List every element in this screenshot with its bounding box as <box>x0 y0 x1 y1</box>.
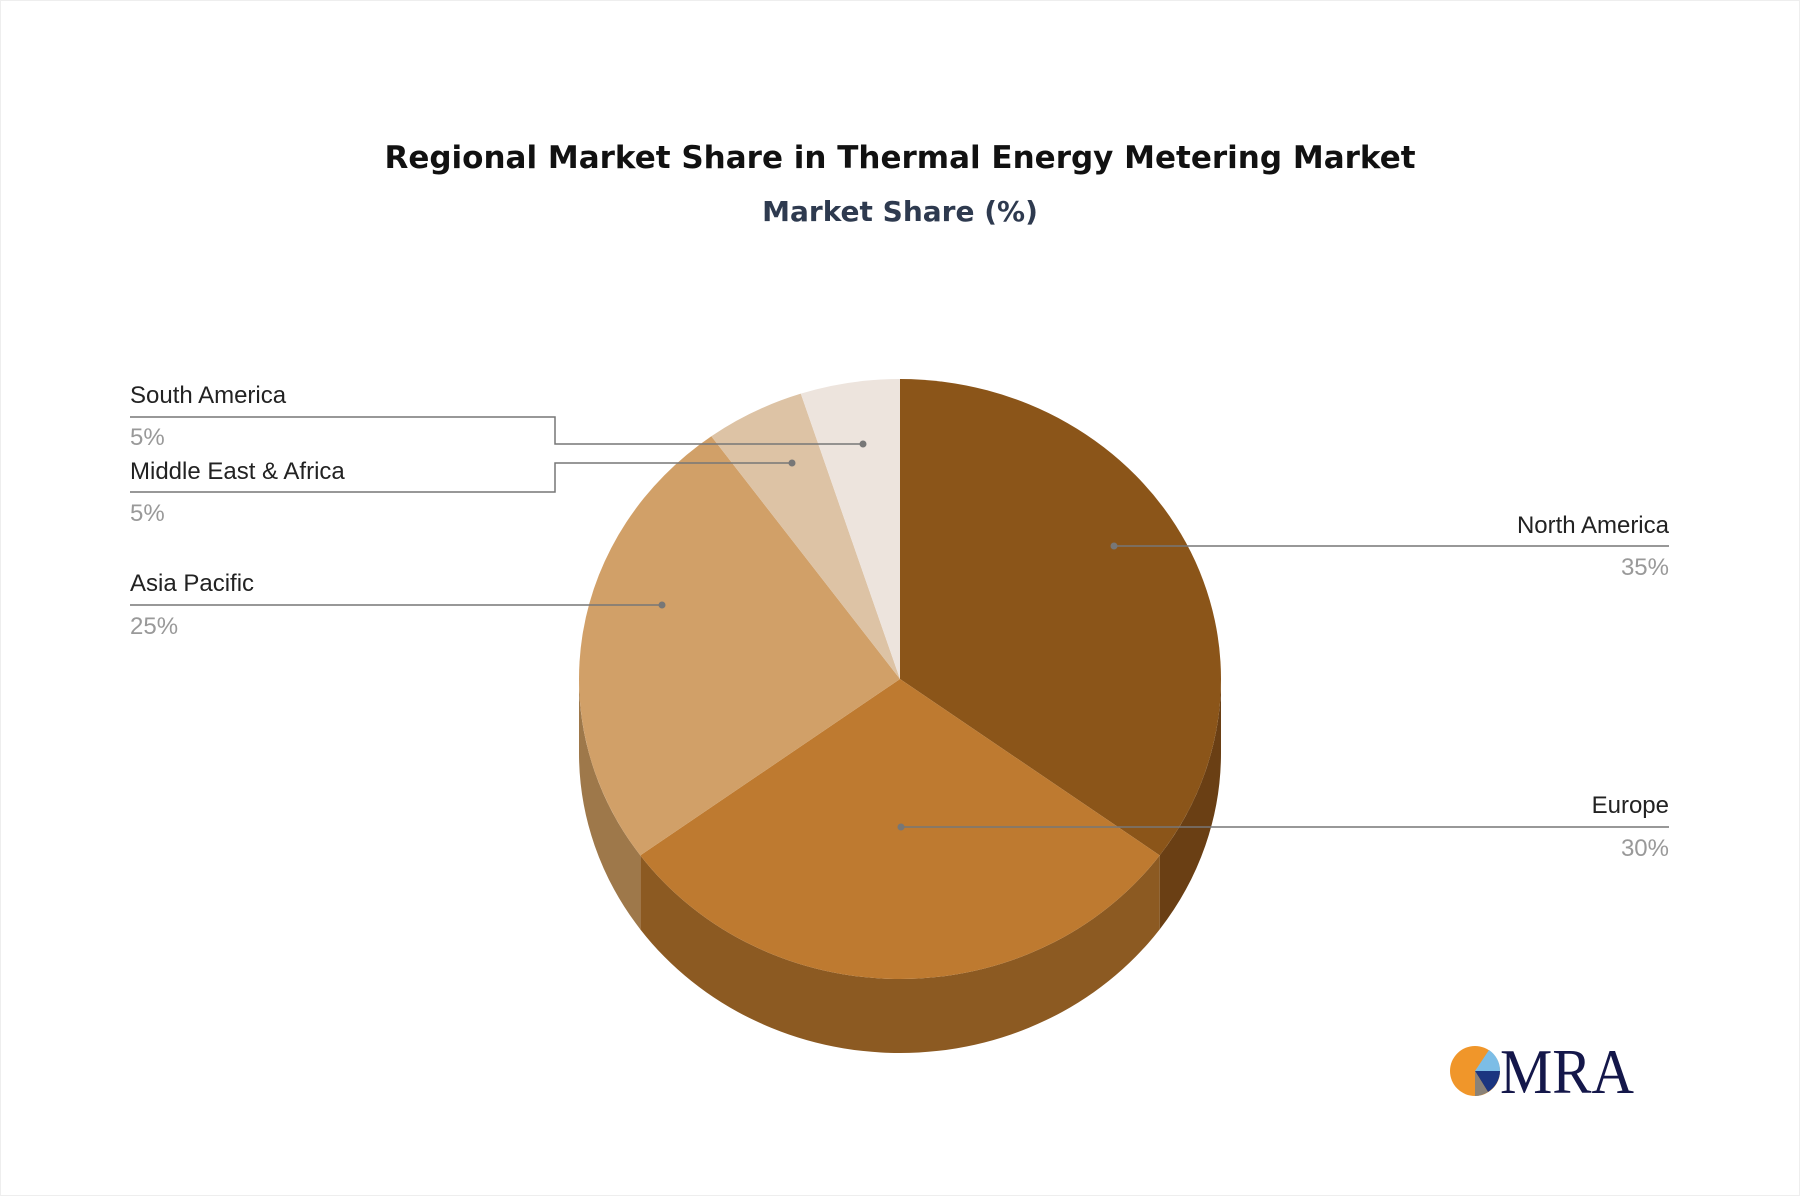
label-asia-pacific: Asia Pacific <box>130 570 254 597</box>
leader-dot-europe <box>897 823 905 831</box>
pie-slice-asia-pacific[interactable] <box>579 436 900 856</box>
pie-side-asia-pacific <box>579 679 641 930</box>
value-north-america: 35% <box>1621 554 1669 581</box>
leader-dot-middle-east-africa <box>788 459 796 467</box>
label-middle-east-africa: Middle East & Africa <box>130 458 345 485</box>
pie-slice-middle-east-africa[interactable] <box>711 393 900 679</box>
leader-dot-south-america <box>859 440 867 448</box>
pie-side-north-america <box>1159 679 1221 930</box>
label-north-america: North America <box>1517 512 1670 539</box>
pie-slice-south-america[interactable] <box>800 379 900 679</box>
leader-line-south-america <box>130 416 863 445</box>
pie-sides <box>579 679 1221 1053</box>
pie-slice-north-america[interactable] <box>900 379 1221 856</box>
chart-title: Regional Market Share in Thermal Energy … <box>384 140 1415 176</box>
leader-dot-north-america <box>1110 542 1118 550</box>
pie-slices <box>579 379 1221 979</box>
chart-subtitle: Market Share (%) <box>762 195 1038 228</box>
value-south-america: 5% <box>130 424 165 451</box>
leader-line-middle-east-africa <box>130 462 792 493</box>
mra-logo: MRA <box>1450 1036 1634 1107</box>
value-asia-pacific: 25% <box>130 613 178 640</box>
logo-text: MRA <box>1500 1036 1634 1107</box>
leader-dot-asia-pacific <box>658 601 666 609</box>
pie-side-europe <box>640 855 1160 1053</box>
value-europe: 30% <box>1621 835 1669 862</box>
label-europe: Europe <box>1592 792 1669 819</box>
callouts: North America 35% Europe 30% Asia Pacifi… <box>130 382 1670 862</box>
label-south-america: South America <box>130 382 287 409</box>
value-middle-east-africa: 5% <box>130 500 165 527</box>
